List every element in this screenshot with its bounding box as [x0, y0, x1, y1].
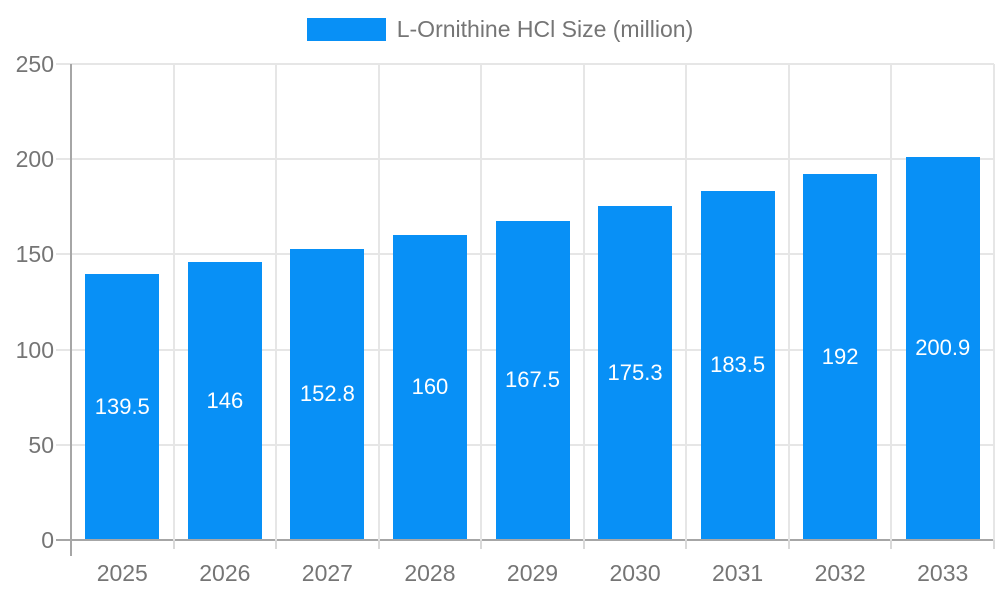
x-axis-tick [685, 540, 688, 549]
bar[interactable]: 167.5 [495, 221, 570, 539]
gridline-v [993, 64, 995, 540]
bar[interactable]: 200.9 [905, 157, 980, 539]
bar[interactable]: 175.3 [598, 206, 673, 539]
bar-value-label: 160 [411, 374, 449, 400]
legend[interactable]: L-Ornithine HCl Size (million) [0, 16, 1000, 43]
x-axis-tick [890, 540, 893, 549]
bar-value-label: 175.3 [607, 359, 663, 385]
bar-value-label: 146 [206, 387, 244, 413]
x-axis-tick [993, 540, 995, 549]
x-axis-tick-label: 2025 [96, 560, 148, 586]
bar-value-label: 192 [821, 343, 859, 369]
x-axis-tick-label: 2031 [712, 560, 764, 586]
bar-value-label: 139.5 [94, 393, 150, 419]
gridline-v [480, 64, 483, 540]
gridline-h [56, 158, 994, 161]
gridline-v [890, 64, 893, 540]
gridline-v [172, 64, 175, 540]
y-axis-line [70, 64, 72, 556]
gridline-v [582, 64, 585, 540]
bar-value-label: 183.5 [710, 351, 766, 377]
y-axis-tick-label: 150 [15, 241, 54, 268]
bar[interactable]: 139.5 [85, 274, 160, 539]
y-axis-tick-label: 0 [41, 527, 54, 553]
x-axis-tick [377, 540, 380, 549]
x-axis-tick-label: 2029 [506, 560, 559, 586]
legend-label: L-Ornithine HCl Size (million) [396, 16, 694, 42]
gridline-h [56, 63, 994, 65]
bar-value-label: 167.5 [504, 367, 561, 393]
x-axis-tick [582, 540, 585, 549]
x-axis-tick-label: 2026 [199, 560, 251, 586]
gridline-v [787, 64, 790, 540]
y-axis-tick-label: 50 [28, 431, 54, 458]
x-axis-tick-label: 2028 [404, 560, 456, 586]
gridline-v [685, 64, 688, 540]
y-axis-tick-label: 250 [15, 51, 54, 77]
y-axis-tick-label: 200 [15, 146, 54, 173]
x-axis-tick [480, 540, 483, 549]
y-axis-tick-label: 100 [15, 336, 54, 363]
bar[interactable]: 152.8 [290, 249, 365, 539]
x-axis-tick-label: 2030 [609, 560, 661, 586]
x-axis-tick [275, 540, 278, 549]
bar-value-label: 152.8 [299, 381, 355, 407]
bar[interactable]: 192 [803, 174, 878, 539]
x-axis-tick-label: 2027 [301, 560, 353, 586]
bar[interactable]: 146 [187, 262, 262, 539]
x-axis-tick [172, 540, 175, 549]
legend-swatch [306, 18, 386, 41]
gridline-v [275, 64, 278, 540]
bar-value-label: 200.9 [915, 335, 971, 361]
x-axis-baseline [56, 539, 994, 541]
bar[interactable]: 160 [392, 235, 467, 539]
x-axis-tick [787, 540, 790, 549]
x-axis-tick-label: 2033 [917, 560, 969, 586]
bar[interactable]: 183.5 [700, 190, 775, 539]
gridline-v [377, 64, 380, 540]
x-axis-tick-label: 2032 [814, 560, 866, 586]
